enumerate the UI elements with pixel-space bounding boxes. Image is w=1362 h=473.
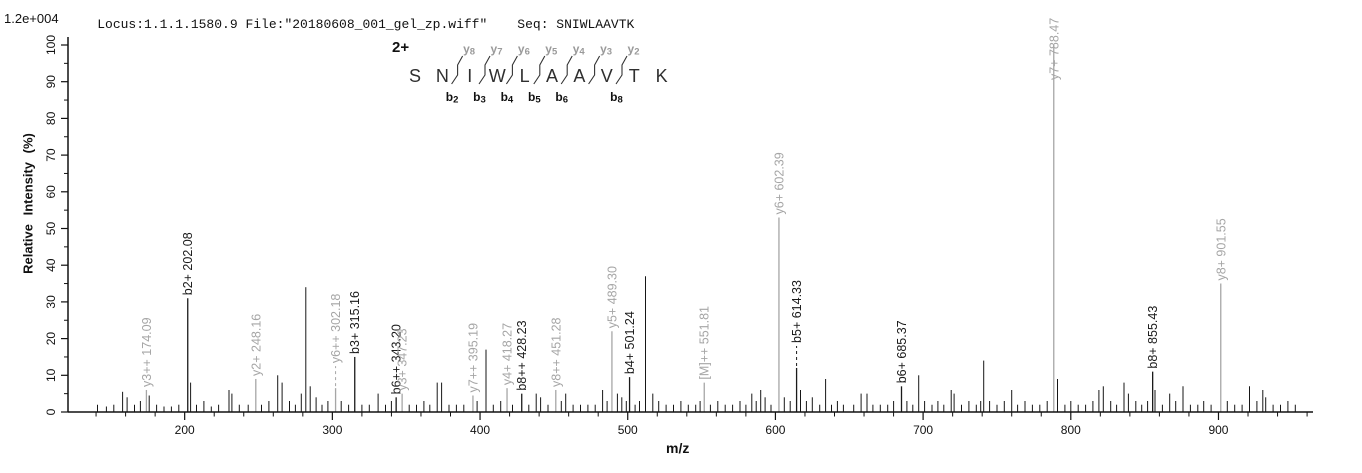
residue-letter: W — [489, 66, 506, 86]
y-ion-tag: y2 — [628, 42, 640, 58]
cleavage-mark — [588, 55, 601, 85]
peak-label: y3+ 347.23 — [396, 328, 410, 390]
cleavage-mark — [505, 55, 518, 85]
peak-label: b8++ 428.23 — [515, 320, 529, 390]
y-tick-label: 40 — [44, 258, 58, 272]
peak-label: y8++ 451.28 — [549, 317, 563, 387]
y-tick-label: 20 — [44, 332, 58, 346]
peak-label: b6+ 685.37 — [895, 320, 909, 383]
residue-letter: A — [546, 66, 558, 86]
y-tick-label: 90 — [44, 75, 58, 89]
peak-label: b4+ 501.24 — [623, 311, 637, 374]
peak-label: [M]++ 551.81 — [698, 306, 712, 380]
x-tick-label: 900 — [1208, 423, 1228, 437]
x-tick-label: 600 — [765, 423, 785, 437]
locus-file-label: Locus:1.1.1.1580.9 File:"20180608_001_ge… — [97, 17, 488, 32]
y-tick-label: 60 — [44, 185, 58, 199]
y-ion-tag: y4 — [573, 42, 586, 58]
header: Locus:1.1.1.1580.9 File:"20180608_001_ge… — [66, 2, 634, 47]
peak-label: b8+ 855.43 — [1146, 306, 1160, 369]
x-tick-label: 500 — [618, 423, 638, 437]
peak-label: y8+ 901.55 — [1214, 218, 1228, 280]
full-scale-intensity-label: 1.2e+004 — [4, 11, 59, 26]
y-ion-tag: y3 — [600, 42, 612, 58]
residue-letter: T — [629, 66, 640, 86]
x-axis-title: m/z — [666, 440, 690, 456]
peak-label: y7++ 395.19 — [466, 323, 480, 393]
x-tick-label: 200 — [175, 423, 195, 437]
peak-label: b5+ 614.33 — [790, 280, 804, 343]
charge-state-label: 2+ — [392, 39, 409, 56]
cleavage-mark — [615, 55, 628, 85]
b-ion-tag: b8 — [610, 90, 623, 106]
peak-label: y5+ 489.30 — [605, 266, 619, 328]
peak-label: y2+ 248.16 — [249, 314, 263, 376]
y-ion-tag: y8 — [463, 42, 475, 58]
peak-label: y6++ 302.18 — [329, 294, 343, 364]
y-tick-label: 10 — [44, 368, 58, 382]
residue-letter: V — [601, 66, 613, 86]
residue-letter: I — [467, 66, 472, 86]
y-tick-label: 100 — [44, 35, 58, 55]
b-ion-tag: b2 — [446, 90, 459, 106]
y-tick-label: 50 — [44, 222, 58, 236]
b-ion-tag: b4 — [501, 90, 514, 106]
y-ion-tag: y5 — [545, 42, 558, 58]
peak-label: b3+ 315.16 — [348, 291, 362, 354]
cleavage-mark — [478, 55, 491, 85]
sequence-label: Seq: SNIWLAAVTK — [517, 17, 635, 32]
y-tick-label: 0 — [44, 408, 58, 415]
residue-letter: L — [520, 66, 530, 86]
y-ion-tag: y6 — [518, 42, 530, 58]
x-tick-label: 800 — [1061, 423, 1081, 437]
y-tick-label: 30 — [44, 295, 58, 309]
residue-letter: N — [436, 66, 449, 86]
residue-letter: S — [409, 66, 421, 86]
cleavage-mark — [451, 55, 464, 85]
peak-label: b6++ 343.20 — [390, 324, 404, 394]
y-tick-label: 70 — [44, 148, 58, 162]
residue-letter: K — [656, 66, 668, 86]
x-tick-label: 700 — [913, 423, 933, 437]
peak-label: y7+ 788.47 — [1047, 18, 1061, 80]
y-ion-tag: y7 — [491, 42, 503, 58]
b-ion-tag: b3 — [473, 90, 486, 106]
x-tick-label: 300 — [322, 423, 342, 437]
peak-label: y6+ 602.39 — [772, 152, 786, 214]
peak-label: b2+ 202.08 — [181, 232, 195, 295]
peak-label: y3++ 174.09 — [140, 317, 154, 387]
cleavage-mark — [560, 55, 573, 85]
y-tick-label: 80 — [44, 111, 58, 125]
cleavage-mark — [533, 55, 546, 85]
peak-label: y4+ 418.27 — [501, 323, 515, 385]
b-ion-tag: b5 — [528, 90, 541, 106]
b-ion-tag: b6 — [555, 90, 568, 106]
residue-letter: A — [573, 66, 585, 86]
x-tick-label: 400 — [470, 423, 490, 437]
